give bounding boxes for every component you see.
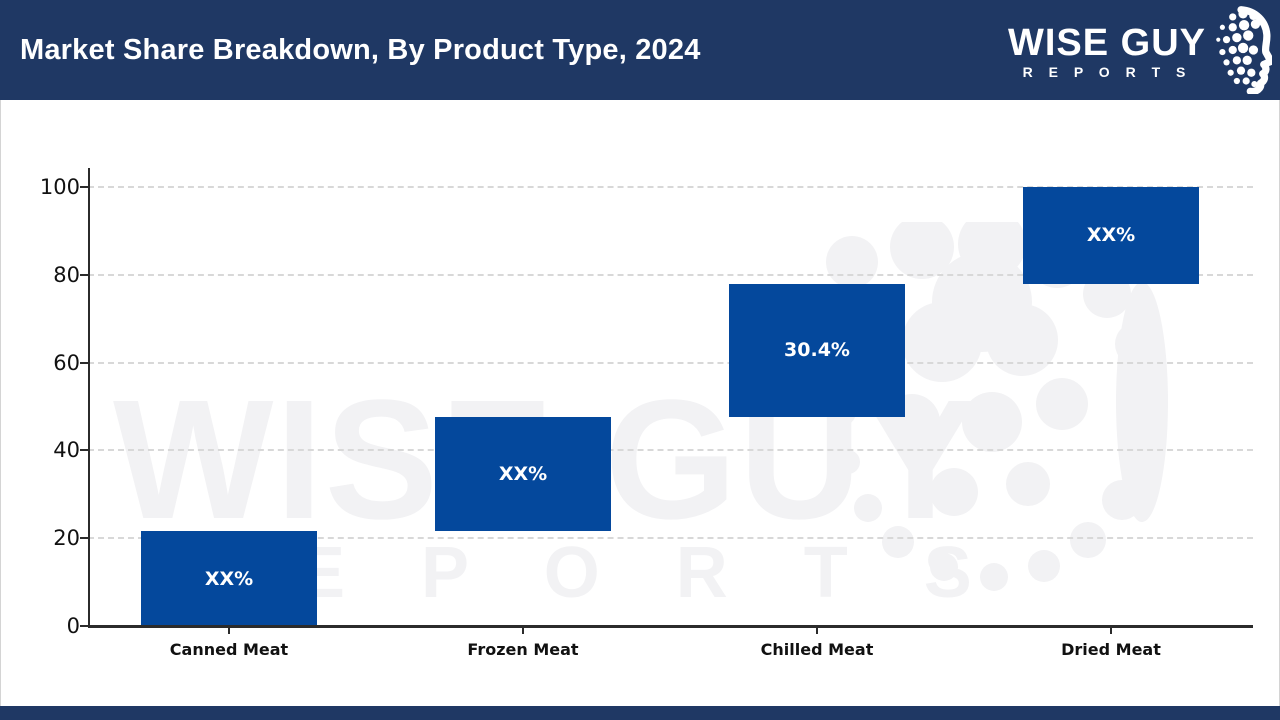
logo-wordmark: WISE GUY — [1007, 21, 1206, 64]
x-tick-mark — [228, 627, 230, 634]
y-axis-line — [88, 168, 90, 628]
x-axis-line — [88, 625, 1253, 628]
y-tick-mark — [80, 625, 88, 627]
y-tick-label: 0 — [66, 614, 80, 638]
x-tick-mark — [1110, 627, 1112, 634]
x-category-label: Chilled Meat — [760, 640, 874, 659]
y-tick-mark — [80, 361, 88, 364]
y-tick-label: 100 — [39, 175, 80, 199]
y-tick-mark — [80, 186, 88, 188]
y-tick-label: 80 — [53, 262, 80, 287]
logo-text: WISE GUY R E P O R T S — [1008, 24, 1206, 79]
gridline — [88, 449, 1253, 452]
footer-bar — [0, 706, 1280, 720]
bar-chilled-meat: 30.4% — [729, 283, 905, 418]
y-tick-label: 40 — [53, 438, 80, 463]
gridline — [88, 537, 1253, 540]
bar-value-label: XX% — [1086, 224, 1136, 247]
wise-guy-logo: WISE GUY R E P O R T S — [1008, 4, 1272, 96]
gridline — [88, 273, 1253, 276]
header-bar: Market Share Breakdown, By Product Type,… — [0, 0, 1280, 100]
y-tick-mark — [80, 449, 88, 452]
bar-value-label: XX% — [204, 567, 254, 590]
gridline — [88, 361, 1253, 364]
x-category-label: Canned Meat — [169, 640, 289, 659]
bar-dried-meat: XX% — [1023, 187, 1199, 284]
logo-subtext: R E P O R T S — [1022, 63, 1192, 80]
x-tick-mark — [816, 627, 818, 634]
x-tick-mark — [522, 627, 524, 634]
y-tick-mark — [80, 273, 88, 276]
bar-frozen-meat: XX% — [435, 417, 611, 532]
gridline — [88, 186, 1253, 188]
chart-title: Market Share Breakdown, By Product Type,… — [20, 33, 701, 66]
y-tick-mark — [80, 537, 88, 540]
x-category-label: Dried Meat — [1061, 640, 1161, 659]
y-tick-label: 60 — [53, 350, 80, 375]
bar-value-label: 30.4% — [784, 339, 850, 362]
bar-canned-meat: XX% — [141, 531, 317, 626]
y-tick-label: 20 — [53, 526, 80, 551]
x-category-label: Frozen Meat — [467, 640, 579, 659]
logo-head-icon — [1216, 6, 1272, 94]
bar-value-label: XX% — [498, 463, 548, 486]
